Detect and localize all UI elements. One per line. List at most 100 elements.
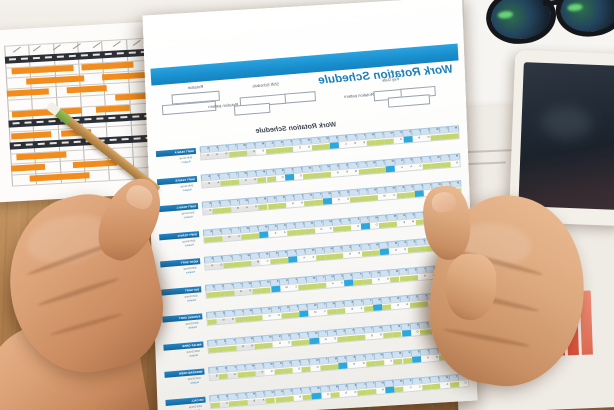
cell-off[interactable] [234,288,244,295]
cell-highlight[interactable] [385,165,396,172]
cell-working[interactable] [399,274,409,281]
cell-working[interactable] [421,383,432,390]
cell-off[interactable] [230,206,241,212]
cell-working[interactable] [212,207,222,214]
cell-working[interactable] [291,339,301,345]
cell-working[interactable] [276,202,287,208]
cell-working[interactable] [312,171,322,178]
cell-off[interactable] [247,149,257,156]
cell-working[interactable] [204,235,214,242]
cell-working[interactable] [365,360,376,367]
cell-working[interactable] [313,199,323,205]
cell-highlight[interactable] [329,142,340,149]
cell-working[interactable] [257,176,267,182]
cell-working[interactable] [361,250,372,257]
cell-working[interactable] [237,371,247,378]
cell-off[interactable] [255,369,266,376]
cell-working[interactable] [350,196,360,202]
cell-working[interactable] [320,143,331,150]
cell-off[interactable] [240,205,250,212]
cell-working[interactable] [311,144,321,150]
cell-working[interactable] [290,311,300,318]
cell-off[interactable] [243,287,253,294]
cell-off[interactable] [248,176,258,183]
cell-working[interactable] [223,261,234,268]
cell-highlight[interactable] [259,230,269,238]
cell-working[interactable] [368,194,379,201]
cell-working[interactable] [220,179,231,185]
cell-working[interactable] [430,134,441,141]
cell-working[interactable] [241,232,251,239]
cell-highlight[interactable] [372,304,383,311]
cell-working[interactable] [244,315,254,322]
cell-working[interactable] [383,331,393,338]
cell-working[interactable] [261,286,272,293]
cell-working[interactable] [229,178,240,185]
cell-working[interactable] [357,388,368,395]
cell-off[interactable] [236,343,246,350]
cell-working[interactable] [402,357,413,364]
cell-working[interactable] [208,346,219,352]
cell-off[interactable] [209,373,220,380]
cell-working[interactable] [242,260,252,267]
cell-highlight[interactable] [411,356,422,363]
cell-working[interactable] [307,282,317,289]
cell-working[interactable] [263,341,274,348]
cell-working[interactable] [304,199,314,206]
cell-working[interactable] [296,228,306,234]
cell-working[interactable] [237,150,248,156]
cell-working[interactable] [210,401,221,408]
cell-working[interactable] [228,150,239,157]
cell-working[interactable] [300,338,310,345]
cell-working[interactable] [284,395,294,401]
cell-working[interactable] [394,385,404,392]
cell-working[interactable] [332,225,343,231]
cell-working[interactable] [407,246,417,253]
cell-off[interactable] [216,317,227,324]
cell-working[interactable] [217,345,228,352]
cell-working[interactable] [441,161,451,167]
cell-working[interactable] [392,330,402,337]
cell-working[interactable] [326,308,337,315]
cell-working[interactable] [319,364,330,371]
cell-working[interactable] [206,291,216,297]
cell-working[interactable] [355,333,366,340]
cell-working[interactable] [274,147,285,153]
cell-working[interactable] [376,166,387,173]
cell-off[interactable] [203,208,213,215]
cell-working[interactable] [303,172,313,179]
cell-working[interactable] [287,229,297,235]
cell-working[interactable] [258,203,268,210]
cell-working[interactable] [353,278,363,285]
cell-working[interactable] [218,372,229,379]
cell-working[interactable] [346,334,356,341]
cell-working[interactable] [269,258,280,264]
cell-highlight[interactable] [403,136,413,143]
cell-working[interactable] [275,395,285,402]
cell-working[interactable] [363,305,374,312]
cell-working[interactable] [298,283,308,290]
cell-working[interactable] [333,252,344,259]
cell-highlight[interactable] [322,197,333,205]
cell-working[interactable] [330,391,340,397]
cell-highlight[interactable] [288,256,298,263]
cell-working[interactable] [431,382,441,389]
cell-working[interactable] [316,281,327,288]
cell-working[interactable] [370,249,381,256]
cell-working[interactable] [246,370,256,377]
cell-highlight[interactable] [360,222,371,230]
cell-working[interactable] [301,365,311,372]
cell-working[interactable] [362,277,373,284]
cell-off[interactable] [201,153,211,159]
cell-working[interactable] [267,202,278,209]
cell-working[interactable] [367,167,378,173]
cell-working[interactable] [405,191,415,198]
cell-highlight[interactable] [311,392,322,399]
cell-off[interactable] [256,397,267,404]
cell-working[interactable] [408,274,419,280]
cell-working[interactable] [281,312,291,319]
cell-working[interactable] [265,396,276,403]
cell-working[interactable] [278,257,289,264]
cell-highlight[interactable] [270,285,281,292]
cell-working[interactable] [375,138,386,145]
